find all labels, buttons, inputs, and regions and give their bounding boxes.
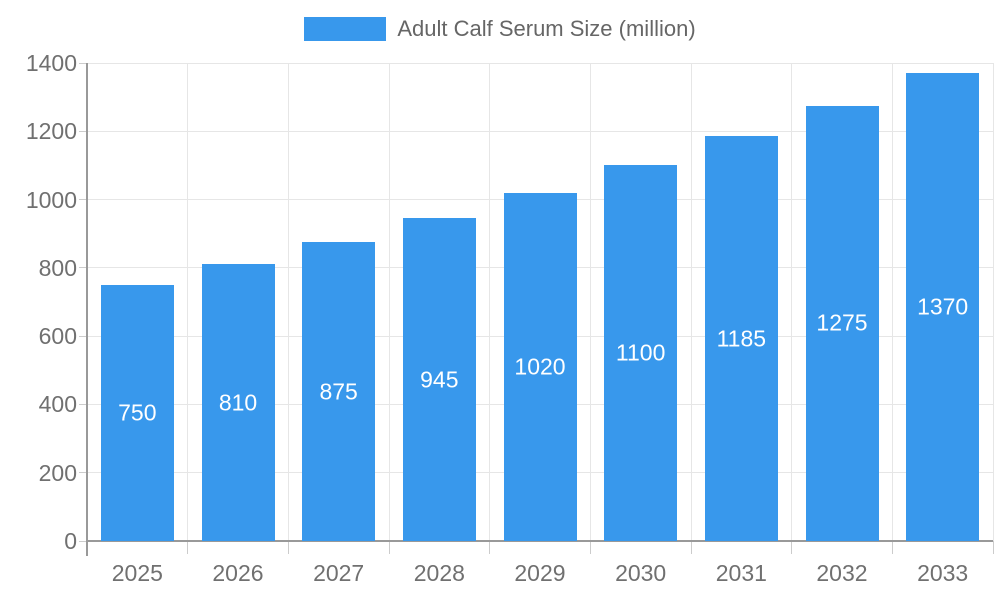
y-axis-label: 1200 xyxy=(25,118,77,145)
y-axis-tick xyxy=(79,267,87,269)
bar-2026[interactable]: 810 xyxy=(201,264,275,541)
x-axis-tick xyxy=(187,541,189,554)
y-axis-label: 1000 xyxy=(25,186,77,213)
bar-value-label: 1020 xyxy=(514,353,566,380)
gridline-vertical xyxy=(489,63,491,541)
x-axis-label-2033: 2033 xyxy=(917,560,969,586)
gridline-vertical xyxy=(589,63,591,541)
y-axis-tick xyxy=(79,403,87,405)
bar-value-label: 1100 xyxy=(615,339,666,366)
y-axis-line xyxy=(86,63,88,556)
bar-2033[interactable]: 1370 xyxy=(906,73,980,541)
x-axis-tick xyxy=(388,541,390,554)
legend-label: Adult Calf Serum Size (million) xyxy=(397,16,696,41)
gridline-horizontal xyxy=(87,62,993,64)
y-axis-tick xyxy=(79,472,87,474)
bar-value-label: 1370 xyxy=(917,293,969,320)
y-axis-label: 1400 xyxy=(25,50,77,76)
x-axis-tick xyxy=(891,541,893,554)
y-axis-tick xyxy=(79,540,87,542)
x-axis-label-2032: 2032 xyxy=(816,560,868,586)
y-axis-label: 400 xyxy=(38,391,77,418)
x-axis-label-2027: 2027 xyxy=(313,560,365,586)
y-axis-label: 0 xyxy=(64,528,77,554)
bar-value-label: 750 xyxy=(118,399,157,426)
bar-2025[interactable]: 750 xyxy=(100,284,174,541)
bar-2027[interactable]: 875 xyxy=(302,242,376,541)
bar-value-label: 810 xyxy=(218,389,258,416)
legend-item-serum-size[interactable]: Adult Calf Serum Size (million) xyxy=(304,16,696,42)
y-axis-tick xyxy=(79,199,87,201)
bar-2032[interactable]: 1275 xyxy=(805,105,879,541)
bar-2029[interactable]: 1020 xyxy=(503,192,577,541)
bar-value-label: 1185 xyxy=(716,325,767,352)
bar-2030[interactable]: 1100 xyxy=(604,165,678,541)
x-axis-label-2028: 2028 xyxy=(413,560,465,586)
x-axis-label-2030: 2030 xyxy=(615,560,667,586)
gridline-vertical xyxy=(287,63,289,541)
x-axis-tick xyxy=(287,541,289,554)
y-axis-tick xyxy=(79,62,87,64)
x-axis-tick xyxy=(690,541,692,554)
gridline-vertical xyxy=(690,63,692,541)
y-axis-label: 200 xyxy=(38,459,77,486)
gridline-vertical xyxy=(992,63,994,541)
y-axis-tick xyxy=(79,335,87,337)
gridline-vertical xyxy=(891,63,893,541)
bar-value-label: 1275 xyxy=(816,309,868,336)
x-axis-tick xyxy=(489,541,491,554)
gridline-vertical xyxy=(791,63,793,541)
x-axis-label-2025: 2025 xyxy=(111,560,163,586)
bar-value-label: 875 xyxy=(319,378,358,405)
gridline-horizontal xyxy=(87,130,993,132)
legend-swatch xyxy=(304,17,387,41)
y-axis-label: 600 xyxy=(38,323,77,350)
y-axis-label: 800 xyxy=(38,254,77,281)
x-axis-label-2031: 2031 xyxy=(715,560,767,586)
x-axis-label-2026: 2026 xyxy=(212,560,264,586)
x-axis-line xyxy=(86,540,993,542)
x-axis-tick xyxy=(589,541,591,554)
gridline-vertical xyxy=(187,63,189,541)
bar-value-label: 945 xyxy=(420,366,459,393)
x-axis-label-2029: 2029 xyxy=(514,560,566,586)
gridline-vertical xyxy=(388,63,390,541)
legend: Adult Calf Serum Size (million) xyxy=(0,16,1000,42)
bar-2028[interactable]: 945 xyxy=(402,218,476,541)
x-axis-tick xyxy=(992,541,994,554)
y-axis-tick xyxy=(79,130,87,132)
bar-2031[interactable]: 1185 xyxy=(704,136,778,541)
x-axis-tick xyxy=(791,541,793,554)
